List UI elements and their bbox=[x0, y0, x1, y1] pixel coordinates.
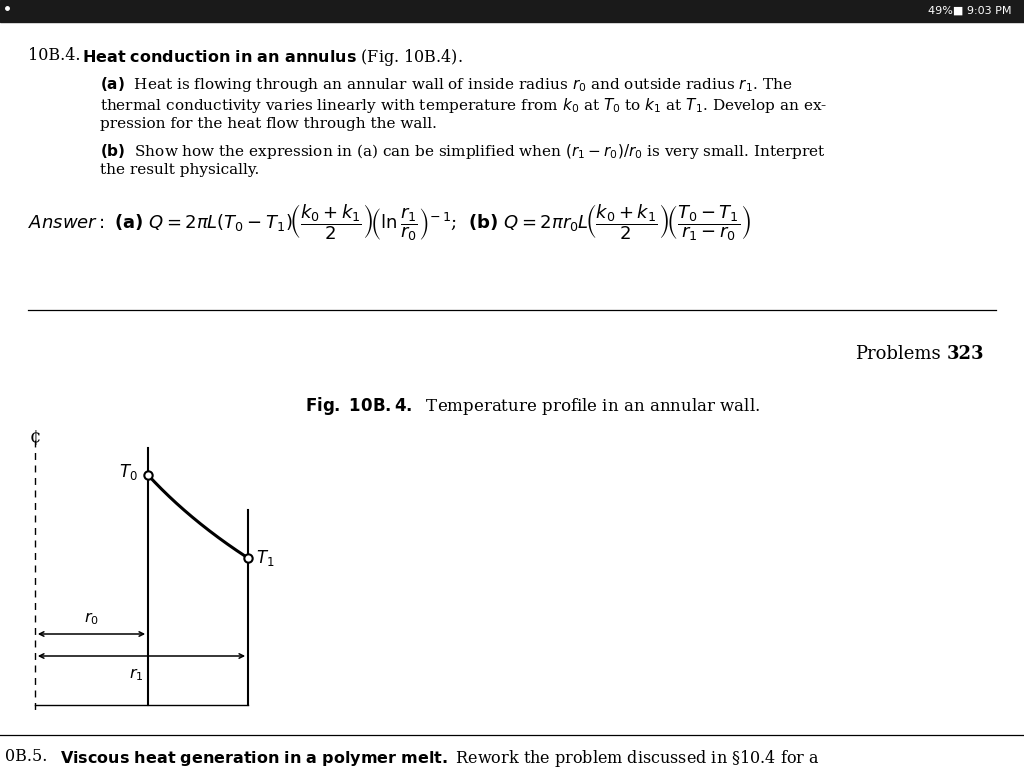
Text: $\mathbf{(b)}$  Show how the expression in (a) can be simplified when $(r_1 - r_: $\mathbf{(b)}$ Show how the expression i… bbox=[100, 142, 825, 161]
Text: Problems: Problems bbox=[855, 345, 941, 363]
Text: $\mathbf{Fig.\ 10B.4.}$  Temperature profile in an annular wall.: $\mathbf{Fig.\ 10B.4.}$ Temperature prof… bbox=[305, 395, 760, 417]
Text: $r_1$: $r_1$ bbox=[129, 666, 143, 683]
Text: thermal conductivity varies linearly with temperature from $k_0$ at $T_0$ to $k_: thermal conductivity varies linearly wit… bbox=[100, 96, 827, 115]
Text: $\mathbf{Viscous\ heat\ generation\ in\ a\ polymer\ melt.}$ Rework the problem d: $\mathbf{Viscous\ heat\ generation\ in\ … bbox=[60, 748, 819, 768]
Text: pression for the heat flow through the wall.: pression for the heat flow through the w… bbox=[100, 117, 437, 131]
Text: $\mathbf{(a)}$  Heat is flowing through an annular wall of inside radius $r_0$ a: $\mathbf{(a)}$ Heat is flowing through a… bbox=[100, 75, 793, 94]
Text: $\mathit{Answer:}$ $\mathbf{(a)}$ $Q = 2\pi L(T_0 - T_1)\!\left(\dfrac{k_0 + k_1: $\mathit{Answer:}$ $\mathbf{(a)}$ $Q = 2… bbox=[28, 202, 752, 243]
Text: 0B.5.: 0B.5. bbox=[5, 748, 47, 765]
Text: $r_0$: $r_0$ bbox=[84, 610, 99, 627]
Text: the result physically.: the result physically. bbox=[100, 163, 259, 177]
Text: ¢: ¢ bbox=[30, 428, 41, 446]
Text: 49%■ 9:03 PM: 49%■ 9:03 PM bbox=[929, 6, 1012, 16]
Text: 323: 323 bbox=[947, 345, 984, 363]
Bar bbox=[0, 0, 1024, 22]
Text: $T_1$: $T_1$ bbox=[256, 548, 274, 568]
Text: $\mathbf{Heat\ conduction\ in\ an\ annulus}$ (Fig. 10B.4).: $\mathbf{Heat\ conduction\ in\ an\ annul… bbox=[82, 47, 463, 68]
Text: 10B.4.: 10B.4. bbox=[28, 47, 81, 64]
Text: $T_0$: $T_0$ bbox=[119, 462, 138, 482]
